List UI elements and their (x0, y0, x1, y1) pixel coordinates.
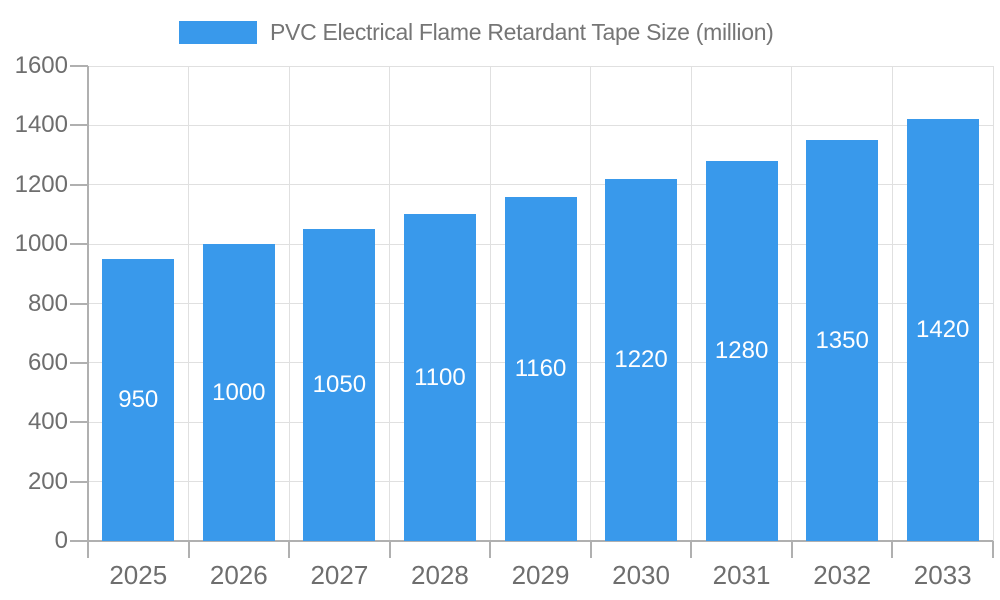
y-tick (70, 243, 88, 246)
v-gridline (188, 66, 190, 541)
bar-value-label: 1000 (212, 378, 266, 406)
x-axis-label: 2031 (712, 560, 771, 590)
v-gridline (992, 66, 994, 541)
legend-label: PVC Electrical Flame Retardant Tape Size… (270, 18, 774, 45)
x-tick (790, 541, 793, 558)
bar-2026[interactable] (202, 244, 275, 541)
h-gridline (88, 184, 993, 186)
bar-value-label: 1050 (312, 371, 367, 399)
v-gridline (891, 66, 893, 541)
y-tick (70, 540, 88, 542)
x-axis-label: 2025 (109, 560, 168, 590)
y-axis-label: 1400 (14, 111, 68, 139)
v-gridline (590, 66, 592, 541)
bar-value-label: 950 (118, 385, 159, 413)
x-tick (388, 541, 391, 558)
bar-value-label: 1220 (614, 345, 668, 373)
bar-2031[interactable] (705, 161, 778, 541)
y-axis-label: 800 (27, 289, 68, 317)
y-axis-label: 1600 (14, 52, 68, 79)
bar-2033[interactable] (906, 119, 979, 541)
y-tick (70, 361, 88, 364)
x-axis-label: 2026 (209, 560, 268, 590)
x-tick (288, 541, 291, 558)
x-axis-line (88, 540, 993, 542)
x-axis-label: 2033 (913, 560, 972, 590)
x-tick (992, 541, 994, 558)
y-axis-label: 400 (27, 408, 68, 436)
y-axis-label: 0 (54, 527, 68, 554)
bar-value-label: 1160 (514, 354, 567, 382)
bar-value-label: 1100 (414, 363, 466, 391)
x-tick (489, 541, 492, 558)
v-gridline (489, 66, 491, 541)
y-tick (70, 302, 88, 305)
x-tick (891, 541, 894, 558)
y-axis-label: 1200 (14, 170, 68, 198)
legend-item[interactable]: PVC Electrical Flame Retardant Tape Size… (179, 16, 774, 48)
x-tick (690, 541, 693, 558)
bar-value-label: 1350 (815, 326, 869, 354)
y-axis-label: 200 (27, 467, 68, 495)
v-gridline (389, 66, 391, 541)
y-tick (70, 421, 88, 424)
y-axis-label: 1000 (14, 230, 68, 258)
legend-swatch (179, 20, 257, 44)
x-tick (87, 541, 89, 558)
v-gridline (791, 66, 793, 541)
x-axis-label: 2028 (411, 560, 469, 590)
x-axis-label: 2029 (511, 560, 570, 590)
x-axis-label: 2032 (813, 560, 872, 590)
y-tick (70, 124, 88, 127)
x-tick (589, 541, 592, 558)
bar-value-label: 1420 (916, 316, 970, 344)
bar-2032[interactable] (806, 140, 879, 541)
x-axis-label: 2030 (612, 560, 670, 590)
v-gridline (690, 66, 692, 541)
bar-value-label: 1280 (714, 337, 769, 364)
y-tick (70, 65, 88, 67)
bar-2027[interactable] (303, 229, 376, 541)
h-gridline (88, 65, 993, 67)
h-gridline (88, 124, 993, 126)
y-axis-line (87, 66, 89, 541)
y-tick (70, 183, 88, 186)
y-tick (70, 480, 88, 483)
x-axis-label: 2027 (310, 560, 369, 590)
bar-2025[interactable] (102, 258, 175, 541)
v-gridline (288, 66, 290, 541)
bar-2028[interactable] (403, 214, 476, 541)
x-tick (187, 541, 190, 558)
bar-2029[interactable] (504, 196, 577, 541)
y-axis-label: 600 (27, 348, 68, 376)
bar-2030[interactable] (605, 178, 678, 541)
